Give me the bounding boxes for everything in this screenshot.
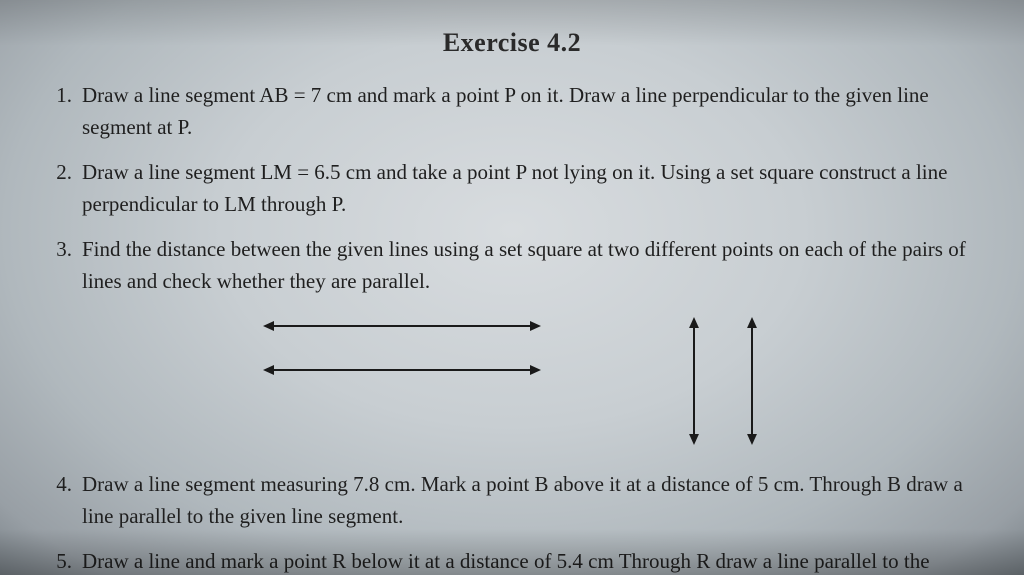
list-item: 1. Draw a line segment AB = 7 cm and mar… — [50, 80, 974, 143]
list-item: 2. Draw a line segment LM = 6.5 cm and t… — [50, 157, 974, 220]
item-number: 2. — [50, 157, 82, 220]
item-number: 1. — [50, 80, 82, 143]
item-text: Draw a line segment AB = 7 cm and mark a… — [82, 80, 974, 143]
list-item: 5. Draw a line and mark a point R below … — [50, 546, 974, 575]
horizontal-lines-diagram — [261, 315, 543, 381]
item-number: 3. — [50, 234, 82, 297]
diagram-row — [50, 315, 974, 447]
item-text: Find the distance between the given line… — [82, 234, 974, 297]
page: Exercise 4.2 1. Draw a line segment AB =… — [0, 0, 1024, 575]
exercise-title: Exercise 4.2 — [50, 28, 974, 58]
item-number: 4. — [50, 469, 82, 532]
item-text: Draw a line and mark a point R below it … — [82, 546, 974, 575]
item-text: Draw a line segment measuring 7.8 cm. Ma… — [82, 469, 974, 532]
vertical-lines-diagram — [683, 315, 763, 447]
list-item: 4. Draw a line segment measuring 7.8 cm.… — [50, 469, 974, 532]
item-text: Draw a line segment LM = 6.5 cm and take… — [82, 157, 974, 220]
list-item: 3. Find the distance between the given l… — [50, 234, 974, 297]
item-number: 5. — [50, 546, 82, 575]
